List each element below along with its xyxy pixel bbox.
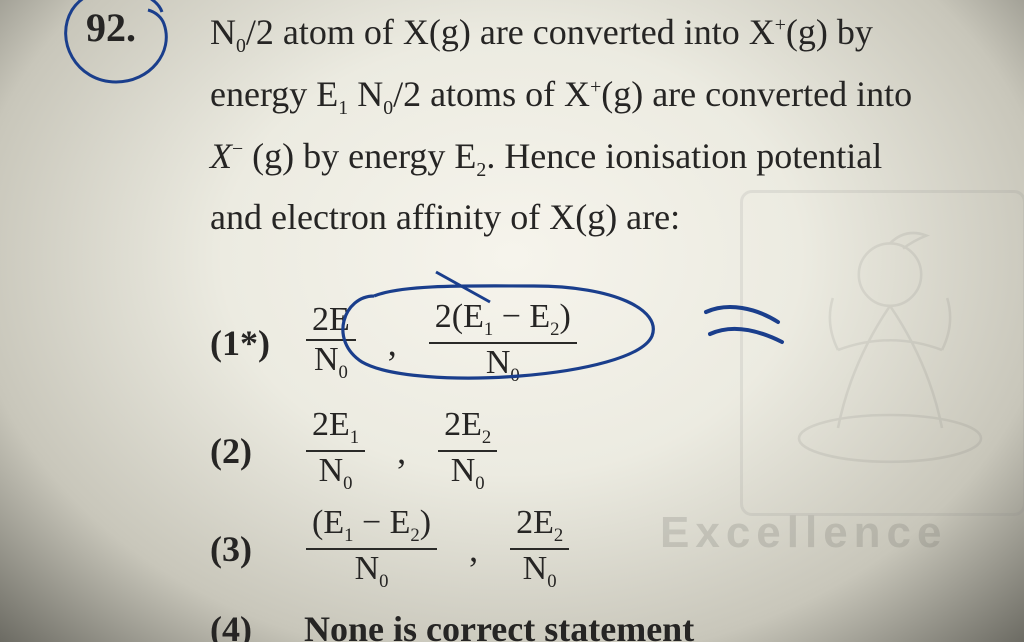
option-4-label: (4) — [210, 608, 280, 642]
num-seg: − E — [353, 504, 410, 541]
subscript-2: 2 — [554, 525, 563, 546]
fraction: (E1 − E2) N0 — [306, 506, 437, 591]
body-segment: N — [210, 12, 236, 52]
fraction: 2E1 N0 — [306, 408, 365, 493]
option-4: (4) None is correct statement — [210, 608, 970, 642]
option-1: (1*) 2E N0 , 2(E1 − E2) N0 — [210, 300, 970, 385]
num-seg: ) — [420, 504, 431, 541]
option-4-text: None is correct statement — [304, 608, 694, 642]
subscript-0: 0 — [343, 472, 352, 493]
denominator: N — [486, 344, 511, 381]
subscript-0: 0 — [475, 472, 484, 493]
subscript-2: 2 — [482, 427, 491, 448]
denominator: N — [451, 452, 476, 489]
comma: , — [463, 528, 484, 570]
body-segment: . Hence ionisation potential — [486, 136, 882, 176]
num-seg: 2(E — [435, 298, 484, 335]
num-seg: ) — [560, 298, 571, 335]
body-segment: X — [210, 136, 232, 176]
num-seg: 2E — [444, 406, 482, 443]
question-body: N0/2 atom of X(g) are converted into X+(… — [210, 2, 970, 249]
body-segment: (g) by — [786, 12, 873, 52]
subscript-0: 0 — [379, 570, 388, 591]
comma: , — [391, 430, 412, 472]
subscript-1: 1 — [350, 427, 359, 448]
superscript-plus: + — [775, 14, 786, 36]
subscript-0: 0 — [383, 97, 393, 119]
body-segment: N — [348, 74, 383, 114]
option-3: (3) (E1 − E2) N0 , 2E2 N0 — [210, 506, 970, 591]
denominator: N — [319, 452, 344, 489]
fraction: 2E2 N0 — [510, 506, 569, 591]
question-number-circle — [54, 0, 176, 88]
numerator: 2E — [312, 301, 350, 338]
subscript-2: 2 — [476, 159, 486, 181]
option-1-label: (1*) — [210, 322, 280, 364]
subscript-1: 1 — [338, 97, 348, 119]
fraction: 2(E1 − E2) N0 — [429, 300, 577, 385]
superscript-plus: + — [590, 76, 601, 98]
superscript-minus: − — [232, 138, 243, 160]
denominator: N — [523, 550, 548, 587]
page: Excellence 92. N0/2 atom of X(g) are con… — [0, 0, 1024, 642]
body-segment: and electron affinity of X(g) are: — [210, 197, 680, 237]
comma: , — [382, 322, 403, 364]
option-3-label: (3) — [210, 528, 280, 570]
body-segment: (g) by energy E — [243, 136, 476, 176]
fraction: 2E N0 — [306, 303, 356, 383]
option-2: (2) 2E1 N0 , 2E2 N0 — [210, 408, 970, 493]
body-segment: /2 atom of X(g) are converted into X — [246, 12, 775, 52]
subscript-2: 2 — [410, 525, 419, 546]
num-seg: (E — [312, 504, 344, 541]
subscript-0: 0 — [510, 364, 519, 385]
num-seg: 2E — [516, 504, 554, 541]
hand-equals-mark — [700, 298, 790, 352]
subscript-2: 2 — [550, 319, 559, 340]
denominator: N — [314, 341, 339, 378]
subscript-0: 0 — [547, 570, 556, 591]
body-segment: (g) are converted into — [601, 74, 912, 114]
denominator: N — [355, 550, 380, 587]
option-2-label: (2) — [210, 430, 280, 472]
subscript-1: 1 — [484, 319, 493, 340]
subscript-0: 0 — [339, 362, 348, 383]
fraction: 2E2 N0 — [438, 408, 497, 493]
subscript-0: 0 — [236, 35, 246, 57]
num-seg: 2E — [312, 406, 350, 443]
body-segment: energy E — [210, 74, 338, 114]
body-segment: /2 atoms of X — [393, 74, 590, 114]
num-seg: − E — [493, 298, 550, 335]
